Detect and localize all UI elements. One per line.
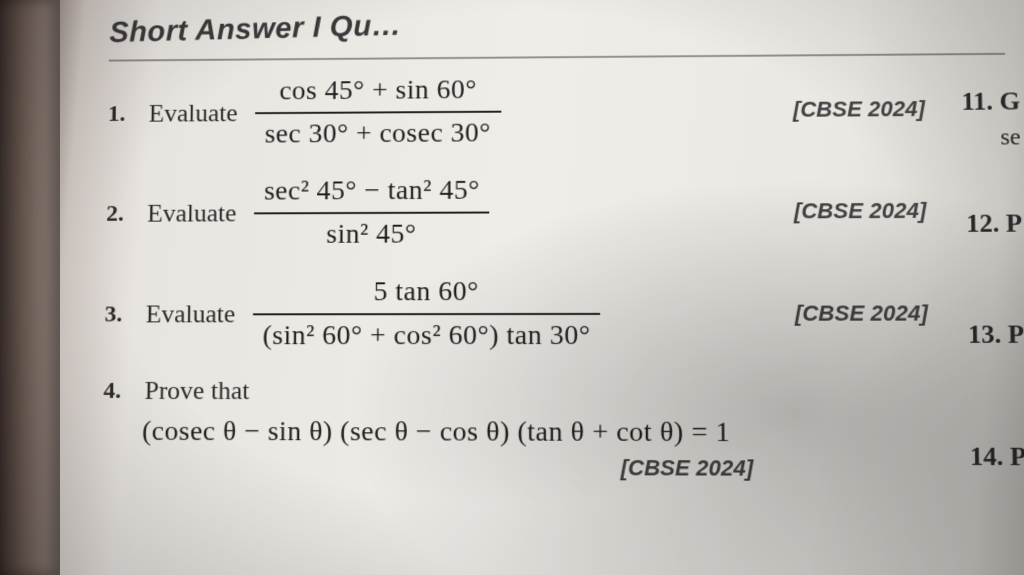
textbook-page: Short Answer I Qu… 1. Evaluate cos 45° +…	[61, 0, 1024, 575]
source-tag: [CBSE 2024]	[621, 455, 1013, 483]
question-number: 4.	[103, 377, 131, 404]
question-number: 2.	[106, 201, 134, 228]
question-left: 3. Evaluate 5 tan 60° (sin² 60° + cos² 6…	[104, 274, 601, 354]
question-row: 3. Evaluate 5 tan 60° (sin² 60° + cos² 6…	[104, 273, 1010, 354]
question-left: 1. Evaluate cos 45° + sin 60° sec 30° + …	[107, 72, 501, 153]
fraction-denominator: (sin² 60° + cos² 60°) tan 30°	[253, 318, 601, 354]
next-page-fragment: 11. G	[961, 87, 1020, 117]
book-spine	[0, 0, 60, 575]
question-left: 2. Evaluate sec² 45° − tan² 45° sin² 45°	[106, 173, 490, 253]
question-lead: Evaluate	[146, 299, 236, 329]
question-number: 1.	[108, 101, 136, 128]
fraction: 5 tan 60° (sin² 60° + cos² 60°) tan 30°	[253, 274, 601, 354]
fraction-numerator: cos 45° + sin 60°	[269, 72, 486, 109]
fraction-bar	[253, 313, 601, 315]
fraction-denominator: sec 30° + cosec 30°	[255, 116, 501, 153]
fraction: sec² 45° − tan² 45° sin² 45°	[254, 173, 490, 253]
next-page-fragment: 12. P	[966, 209, 1022, 239]
next-page-fragment: se	[1000, 124, 1021, 151]
question-row: 2. Evaluate sec² 45° − tan² 45° sin² 45°…	[106, 170, 1009, 253]
question-row: 4. Prove that	[103, 376, 1011, 407]
fraction-bar	[255, 111, 501, 114]
fraction-numerator: sec² 45° − tan² 45°	[254, 173, 490, 210]
fraction: cos 45° + sin 60° sec 30° + cosec 30°	[255, 72, 501, 152]
question-lead: Prove that	[144, 376, 249, 406]
source-tag: [CBSE 2024]	[793, 96, 925, 123]
question-number: 3.	[104, 301, 132, 328]
question-row: 1. Evaluate cos 45° + sin 60° sec 30° + …	[107, 69, 1006, 153]
fraction-bar	[254, 212, 490, 215]
question-left: 4. Prove that	[103, 376, 249, 406]
section-heading: Short Answer I Qu…	[109, 0, 1004, 50]
source-tag: [CBSE 2024]	[795, 300, 928, 326]
question-lead: Evaluate	[147, 199, 236, 229]
source-tag: [CBSE 2024]	[794, 198, 927, 225]
fraction-denominator: sin² 45°	[316, 217, 426, 253]
fraction-numerator: 5 tan 60°	[364, 274, 489, 310]
identity-expression: (cosec θ − sin θ) (sec θ − cos θ) (tan θ…	[142, 416, 1012, 450]
next-page-fragment: 14. P	[970, 442, 1024, 473]
section-rule	[109, 53, 1005, 62]
question-lead: Evaluate	[149, 99, 238, 129]
next-page-fragment: 13. P	[968, 320, 1024, 350]
